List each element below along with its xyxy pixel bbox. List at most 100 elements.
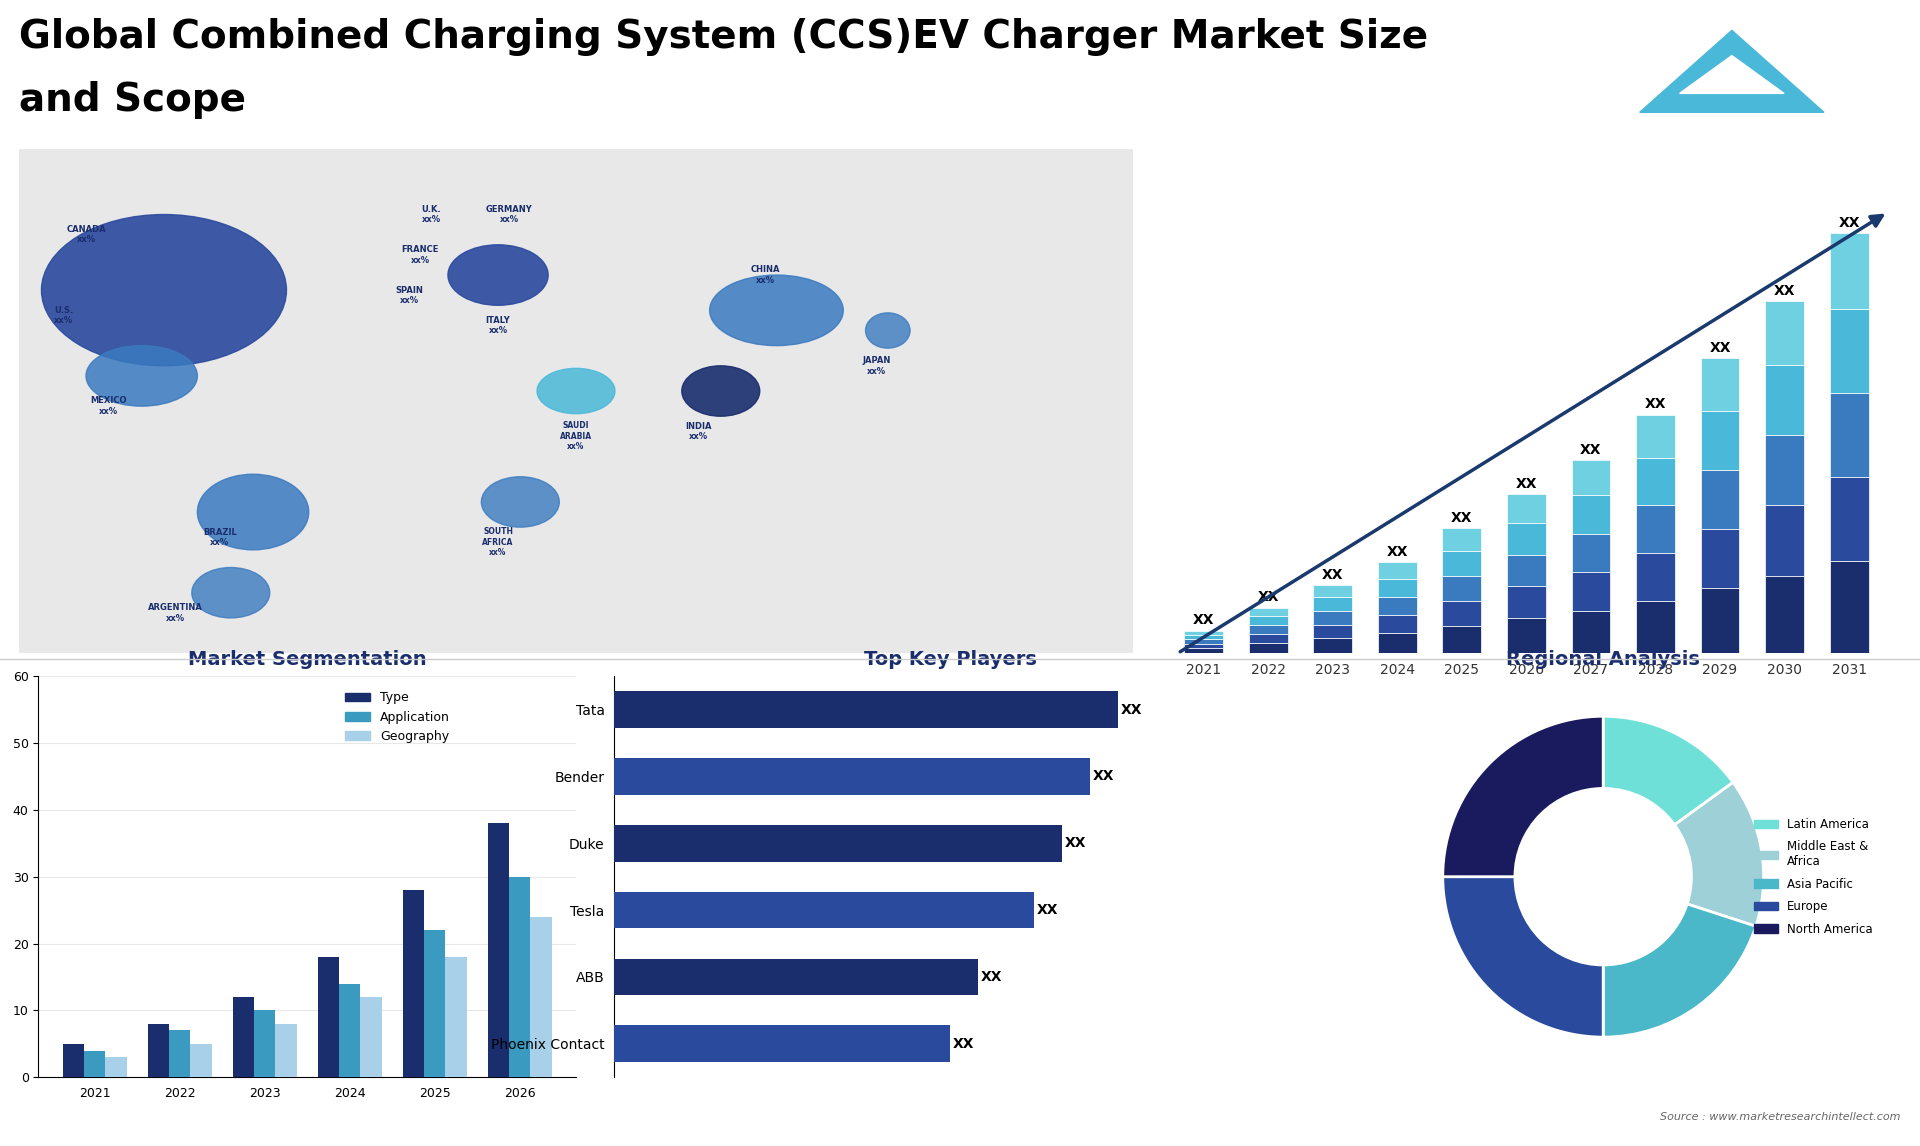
Bar bbox=[1507, 587, 1546, 618]
Text: XX: XX bbox=[1121, 702, 1142, 716]
Text: Source : www.marketresearchintellect.com: Source : www.marketresearchintellect.com bbox=[1661, 1113, 1901, 1122]
Bar bbox=[1248, 625, 1288, 634]
Title: Market Segmentation: Market Segmentation bbox=[188, 650, 426, 669]
Ellipse shape bbox=[192, 567, 269, 618]
Bar bbox=[1185, 644, 1223, 649]
Legend: Type, Application, Geography: Type, Application, Geography bbox=[340, 686, 455, 748]
Bar bbox=[190, 1044, 211, 1077]
Bar bbox=[614, 758, 1091, 795]
Bar bbox=[275, 1023, 296, 1077]
Bar bbox=[1507, 618, 1546, 653]
Bar bbox=[1572, 572, 1611, 611]
Text: XX: XX bbox=[1192, 613, 1213, 627]
Bar bbox=[148, 1023, 169, 1077]
Bar bbox=[1572, 534, 1611, 572]
Bar bbox=[1701, 588, 1740, 653]
Bar bbox=[1830, 233, 1868, 308]
Bar bbox=[253, 1011, 275, 1077]
Ellipse shape bbox=[42, 214, 286, 366]
FancyBboxPatch shape bbox=[0, 139, 1156, 664]
Text: SPAIN
xx%: SPAIN xx% bbox=[396, 285, 422, 305]
Bar bbox=[1636, 457, 1674, 505]
Wedge shape bbox=[1674, 783, 1764, 926]
Bar bbox=[614, 1026, 950, 1062]
Bar bbox=[1830, 308, 1868, 393]
Text: XX: XX bbox=[1839, 215, 1860, 229]
Text: Global Combined Charging System (CCS)EV Charger Market Size: Global Combined Charging System (CCS)EV … bbox=[19, 17, 1428, 56]
Bar bbox=[1248, 615, 1288, 625]
Text: SOUTH
AFRICA
xx%: SOUTH AFRICA xx% bbox=[482, 527, 515, 557]
Text: INDIA
xx%: INDIA xx% bbox=[685, 422, 712, 441]
Text: XX: XX bbox=[1092, 769, 1116, 784]
Bar bbox=[169, 1030, 190, 1077]
Bar bbox=[1248, 607, 1288, 615]
Bar bbox=[614, 892, 1035, 928]
Text: MEXICO
xx%: MEXICO xx% bbox=[90, 397, 127, 416]
Title: Regional Analysis: Regional Analysis bbox=[1507, 650, 1699, 669]
Text: XX: XX bbox=[1323, 567, 1344, 582]
Bar bbox=[424, 931, 445, 1077]
Ellipse shape bbox=[538, 368, 614, 414]
Bar bbox=[614, 825, 1062, 862]
Bar bbox=[1185, 649, 1223, 653]
Text: XX: XX bbox=[1515, 477, 1538, 490]
Ellipse shape bbox=[710, 275, 843, 346]
Bar bbox=[530, 917, 551, 1077]
Text: BRAZIL
xx%: BRAZIL xx% bbox=[204, 527, 236, 547]
Bar bbox=[1248, 643, 1288, 653]
Text: FRANCE
xx%: FRANCE xx% bbox=[401, 245, 440, 265]
Bar bbox=[1248, 634, 1288, 643]
Bar bbox=[509, 877, 530, 1077]
Bar bbox=[1185, 635, 1223, 639]
Text: XX: XX bbox=[952, 1037, 975, 1051]
Bar bbox=[1572, 495, 1611, 534]
Title: Top Key Players: Top Key Players bbox=[864, 650, 1037, 669]
Bar bbox=[1442, 528, 1480, 551]
Bar bbox=[1379, 579, 1417, 597]
Bar bbox=[1507, 494, 1546, 523]
Bar bbox=[403, 890, 424, 1077]
Bar bbox=[1313, 638, 1352, 653]
Text: CHINA
xx%: CHINA xx% bbox=[751, 266, 780, 284]
Text: XX: XX bbox=[1774, 284, 1795, 298]
Bar bbox=[1701, 470, 1740, 529]
Bar bbox=[1379, 597, 1417, 615]
Wedge shape bbox=[1603, 716, 1734, 825]
Bar bbox=[1313, 597, 1352, 611]
Bar bbox=[1636, 505, 1674, 554]
Bar bbox=[1442, 601, 1480, 626]
Polygon shape bbox=[1680, 56, 1784, 93]
Text: XX: XX bbox=[1645, 398, 1667, 411]
Wedge shape bbox=[1442, 877, 1603, 1037]
Bar bbox=[1313, 586, 1352, 597]
Text: XX: XX bbox=[1386, 545, 1407, 559]
Bar bbox=[614, 958, 979, 996]
Bar bbox=[1636, 601, 1674, 653]
Text: SAUDI
ARABIA
xx%: SAUDI ARABIA xx% bbox=[561, 422, 591, 452]
Bar bbox=[1830, 393, 1868, 477]
Bar bbox=[1701, 411, 1740, 470]
Ellipse shape bbox=[682, 366, 760, 416]
Bar bbox=[1185, 639, 1223, 644]
Text: XX: XX bbox=[1066, 837, 1087, 850]
Bar bbox=[1830, 560, 1868, 653]
Bar bbox=[1313, 625, 1352, 638]
Bar bbox=[1572, 461, 1611, 495]
Bar bbox=[106, 1057, 127, 1077]
Bar bbox=[614, 691, 1117, 728]
Bar bbox=[1379, 615, 1417, 634]
Bar bbox=[1507, 523, 1546, 555]
Bar bbox=[1764, 435, 1805, 505]
Text: JAPAN
xx%: JAPAN xx% bbox=[862, 356, 891, 376]
Bar bbox=[1701, 358, 1740, 411]
Bar bbox=[1764, 364, 1805, 435]
Ellipse shape bbox=[447, 245, 549, 305]
Text: U.K.
xx%: U.K. xx% bbox=[420, 205, 442, 225]
Ellipse shape bbox=[482, 477, 559, 527]
Bar bbox=[1764, 575, 1805, 653]
Text: XX: XX bbox=[981, 970, 1002, 984]
Bar bbox=[1636, 554, 1674, 601]
Text: GERMANY
xx%: GERMANY xx% bbox=[486, 205, 532, 225]
Bar bbox=[84, 1051, 106, 1077]
Polygon shape bbox=[1640, 31, 1824, 112]
